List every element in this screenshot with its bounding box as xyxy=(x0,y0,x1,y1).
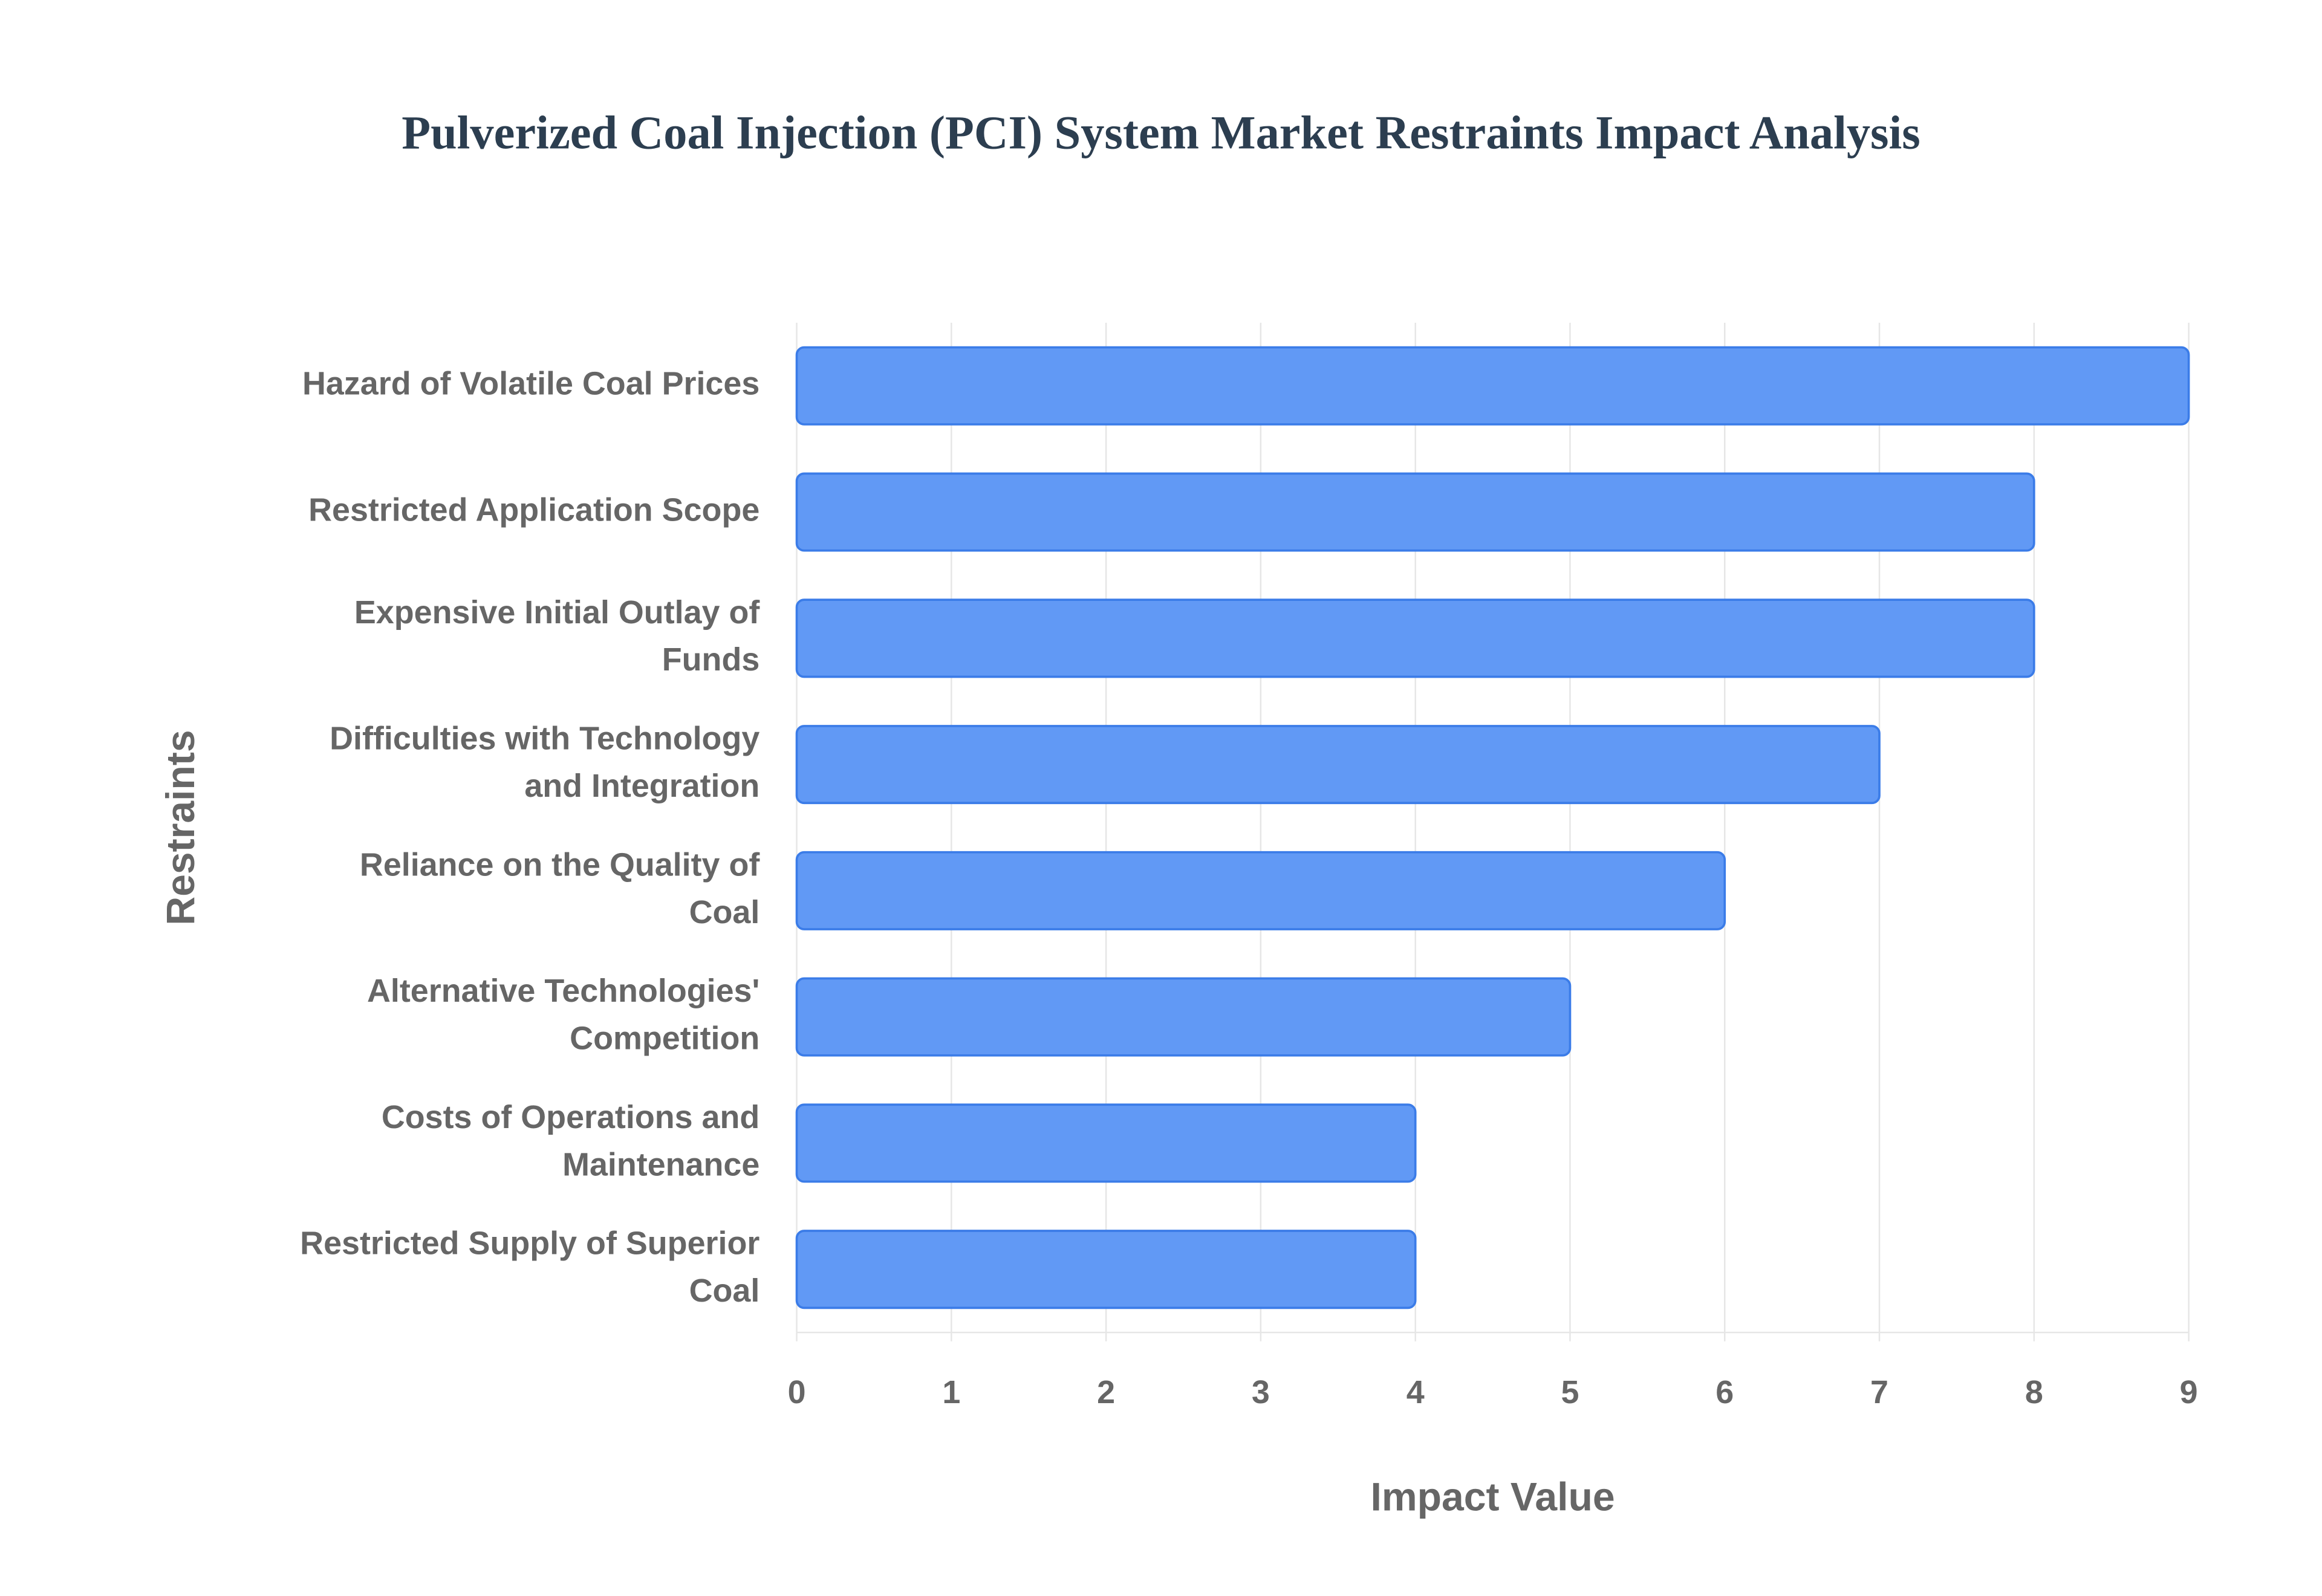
bar xyxy=(795,1103,1417,1183)
bar xyxy=(795,977,1572,1057)
x-tick-label: 9 xyxy=(2180,1374,2198,1410)
x-tick-label: 2 xyxy=(1097,1374,1115,1410)
y-tick-label: Alternative Technologies' Competition xyxy=(367,973,759,1056)
x-tick-label: 6 xyxy=(1715,1374,1734,1410)
y-tick-label: Difficulties with Technology and Integrat… xyxy=(330,721,759,804)
x-tick-label: 7 xyxy=(1870,1374,1888,1410)
y-tick-label: Restricted Supply of Superior Coal xyxy=(300,1225,759,1309)
bar xyxy=(795,1230,1417,1309)
x-tick-label: 8 xyxy=(2025,1374,2043,1410)
bar xyxy=(795,851,1726,930)
y-axis-title: Restraints xyxy=(158,730,203,925)
bar xyxy=(795,472,2035,552)
x-tick-label: 5 xyxy=(1561,1374,1579,1410)
y-tick-label: Expensive Initial Outlay of Funds xyxy=(354,594,760,678)
y-tick-label: Costs of Operations and Maintenance xyxy=(382,1099,759,1182)
y-tick-label: Restricted Application Scope xyxy=(308,491,759,528)
x-tick-label: 4 xyxy=(1407,1374,1425,1410)
x-axis-title: Impact Value xyxy=(1370,1474,1615,1519)
chart-title: Pulverized Coal Injection (PCI) System M… xyxy=(402,106,1920,159)
x-tick-label: 1 xyxy=(942,1374,960,1410)
bar xyxy=(795,598,2035,678)
x-tick-label: 0 xyxy=(788,1374,806,1410)
y-tick-label: Reliance on the Quality of Coal xyxy=(360,846,760,930)
bar xyxy=(795,725,1881,805)
y-tick-label: Hazard of Volatile Coal Prices xyxy=(302,365,759,401)
x-tick-label: 3 xyxy=(1252,1374,1270,1410)
bar xyxy=(795,346,2190,426)
